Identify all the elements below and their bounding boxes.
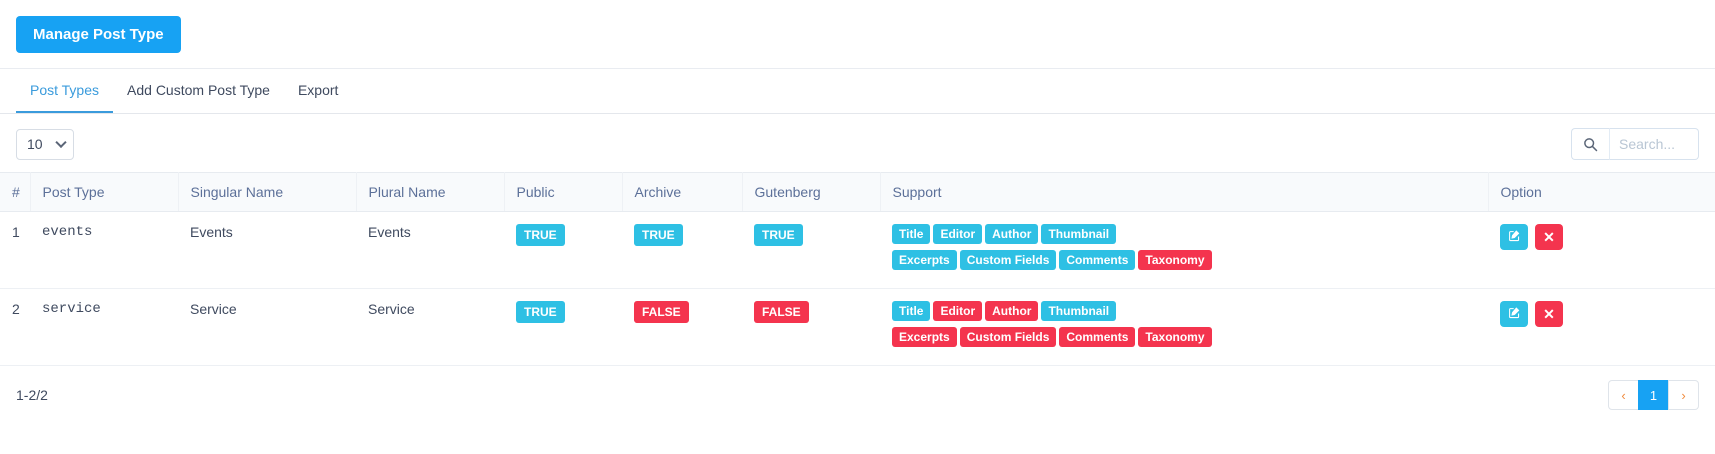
table-controls: 10 [0, 114, 1715, 172]
cell-gutenberg: TRUE [742, 211, 880, 289]
search-input[interactable] [1609, 128, 1699, 160]
close-icon: ✕ [1543, 229, 1555, 245]
pagination-next[interactable]: › [1668, 380, 1699, 410]
close-icon: ✕ [1543, 306, 1555, 322]
edit-button[interactable] [1500, 224, 1528, 250]
cell-public: TRUE [504, 211, 622, 289]
cell-option: ✕ [1488, 211, 1715, 289]
column-header-number: # [0, 172, 31, 212]
support-badge: Excerpts [892, 250, 957, 270]
support-badge: Taxonomy [1138, 250, 1212, 270]
column-header-plural: Plural Name [356, 172, 505, 212]
delete-button[interactable]: ✕ [1535, 224, 1563, 250]
table-row: 1 events Events Events TRUE TRUE TRUE Ti… [0, 211, 1715, 289]
pagination: ‹ 1 › [1608, 380, 1699, 410]
delete-button[interactable]: ✕ [1535, 301, 1563, 327]
row-actions: ✕ [1500, 301, 1703, 327]
status-badge: TRUE [516, 224, 565, 246]
chevron-down-icon [55, 136, 67, 149]
column-header-option: Option [1488, 172, 1715, 212]
cell-support: Title Editor Author Thumbnail Excerpts Custom… [880, 288, 1488, 366]
cell-gutenberg: FALSE [742, 288, 880, 366]
column-header-post-type: Post Type [30, 172, 179, 212]
status-badge: TRUE [516, 301, 565, 323]
support-badge: Editor [933, 224, 983, 244]
row-actions: ✕ [1500, 224, 1703, 250]
column-header-singular: Singular Name [178, 172, 357, 212]
tab-add-custom-post-type[interactable]: Add Custom Post Type [127, 82, 270, 98]
manage-post-type-button[interactable]: Manage Post Type [16, 15, 181, 53]
status-badge: FALSE [634, 301, 689, 323]
cell-option: ✕ [1488, 288, 1715, 366]
table-head: # Post Type Singular Name Plural Name Pu… [0, 172, 1715, 212]
cell-plural-name: Events [356, 211, 504, 289]
edit-button[interactable] [1500, 301, 1528, 327]
page-length-value: 10 [27, 136, 43, 152]
support-badge: Thumbnail [1041, 301, 1117, 321]
support-badge: Author [985, 301, 1039, 321]
support-badge: Comments [1059, 250, 1136, 270]
tab-export[interactable]: Export [297, 82, 339, 98]
cell-singular-name: Service [178, 288, 356, 366]
search-group [1571, 128, 1699, 160]
cell-archive: TRUE [622, 211, 742, 289]
cell-singular-name: Events [178, 211, 356, 289]
column-header-support: Support [880, 172, 1489, 212]
table-body: 1 events Events Events TRUE TRUE TRUE Ti… [0, 211, 1715, 366]
status-badge: TRUE [634, 224, 683, 246]
tab-bar: Post Types Add Custom Post Type Export [0, 69, 1715, 114]
pagination-page-1[interactable]: 1 [1638, 380, 1669, 410]
support-badge: Excerpts [892, 327, 957, 347]
support-badge: Custom Fields [959, 250, 1057, 270]
support-badge: Custom Fields [959, 327, 1057, 347]
status-badge: TRUE [754, 224, 803, 246]
support-badge: Author [985, 224, 1039, 244]
cell-post-type: service [30, 288, 178, 366]
cell-plural-name: Service [356, 288, 504, 366]
cell-support: Title Editor Author Thumbnail Excerpts Custom… [880, 211, 1488, 289]
column-header-archive: Archive [622, 172, 743, 212]
column-header-gutenberg: Gutenberg [742, 172, 881, 212]
column-header-public: Public [504, 172, 623, 212]
pagination-prev[interactable]: ‹ [1608, 380, 1639, 410]
top-bar: Manage Post Type [0, 0, 1715, 69]
table-footer: 1-2/2 ‹ 1 › [0, 366, 1715, 410]
support-badge: Thumbnail [1041, 224, 1117, 244]
support-badge: Editor [933, 301, 983, 321]
page-length-select[interactable]: 10 [16, 128, 74, 160]
cell-archive: FALSE [622, 288, 742, 366]
edit-icon [1508, 306, 1521, 322]
post-types-table: # Post Type Singular Name Plural Name Pu… [0, 172, 1715, 366]
record-count-info: 1-2/2 [16, 387, 48, 403]
support-badge: Comments [1059, 327, 1136, 347]
tab-post-types[interactable]: Post Types [16, 82, 114, 113]
cell-number: 1 [0, 211, 30, 289]
table-row: 2 service Service Service TRUE FALSE FAL… [0, 288, 1715, 366]
support-badge: Taxonomy [1138, 327, 1212, 347]
search-icon[interactable] [1571, 128, 1609, 160]
edit-icon [1508, 229, 1521, 245]
support-badge: Title [892, 301, 931, 321]
cell-public: TRUE [504, 288, 622, 366]
status-badge: FALSE [754, 301, 809, 323]
cell-post-type: events [30, 211, 178, 289]
support-badge: Title [892, 224, 931, 244]
tab-list: Post Types Add Custom Post Type Export [16, 69, 1699, 113]
table-header-row: # Post Type Singular Name Plural Name Pu… [0, 172, 1715, 212]
cell-number: 2 [0, 288, 30, 366]
